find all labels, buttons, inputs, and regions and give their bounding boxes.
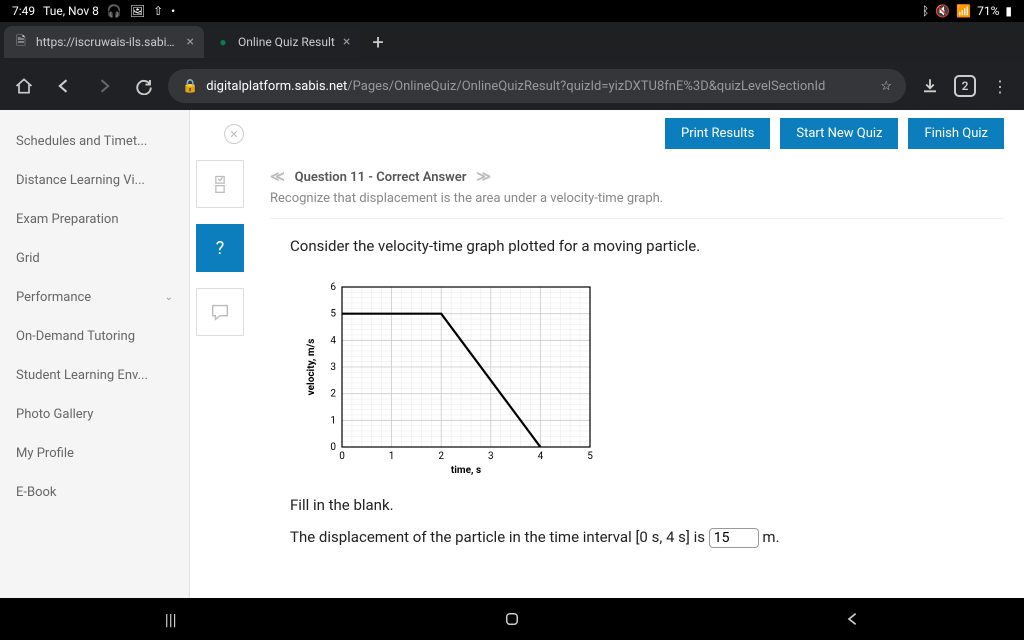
upload-icon: ⇧ (153, 4, 163, 18)
sidebar-item-gallery[interactable]: Photo Gallery (0, 395, 189, 434)
print-results-button[interactable]: Print Results (665, 118, 770, 149)
back-button[interactable] (48, 70, 80, 102)
svg-text:0: 0 (339, 451, 345, 462)
next-question-button[interactable]: ≫ (476, 169, 491, 185)
mute-icon: 🔇 (935, 4, 950, 18)
url-text: digitalplatform.sabis.net/Pages/OnlineQu… (206, 79, 872, 94)
sidebar: Schedules and Timet... Distance Learning… (0, 110, 190, 598)
sidebar-item-sle[interactable]: Student Learning Env... (0, 356, 189, 395)
chevron-down-icon: ⌄ (165, 292, 173, 303)
browser-tab-bar: 🗎 https://iscruwais-ils.sabis.ne × ● Onl… (0, 22, 1024, 62)
globe-icon: ● (216, 35, 230, 49)
question-title: Question 11 - Correct Answer (295, 170, 467, 185)
tabs-count-button[interactable]: 2 (954, 75, 976, 97)
browser-tab[interactable]: 🗎 https://iscruwais-ils.sabis.ne × (4, 26, 204, 58)
star-icon[interactable]: ☆ (880, 79, 892, 94)
battery-pct: 71% (977, 4, 999, 18)
svg-text:3: 3 (488, 451, 494, 462)
svg-text:velocity, m/s: velocity, m/s (306, 339, 317, 396)
close-icon[interactable]: × (187, 34, 194, 50)
bluetooth-icon: ᛒ (922, 4, 929, 18)
sidebar-item-ebook[interactable]: E-Book (0, 473, 189, 512)
sidebar-item-label: Grid (16, 251, 40, 266)
page-content: Schedules and Timet... Distance Learning… (0, 110, 1024, 598)
browser-toolbar: 🔒 digitalplatform.sabis.net/Pages/Online… (0, 62, 1024, 110)
sidebar-item-tutoring[interactable]: On-Demand Tutoring (0, 317, 189, 356)
tab-title: https://iscruwais-ils.sabis.ne (36, 35, 179, 49)
action-buttons: Print Results Start New Quiz Finish Quiz (270, 110, 1004, 157)
sidebar-item-grid[interactable]: Grid (0, 239, 189, 278)
forward-button[interactable] (88, 70, 120, 102)
browser-tab-active[interactable]: ● Online Quiz Result × (206, 26, 360, 58)
question-body: Consider the velocity-time graph plotted… (270, 219, 1004, 580)
svg-text:4: 4 (538, 451, 544, 462)
checklist-button[interactable] (196, 160, 244, 208)
svg-text:2: 2 (438, 451, 444, 462)
system-nav-bar: ||| (0, 598, 1024, 640)
sidebar-item-performance[interactable]: Performance ⌄ (0, 278, 189, 317)
question-header: ≪ Question 11 - Correct Answer ≫ (270, 157, 1004, 191)
dot-icon: • (171, 4, 175, 18)
sidebar-item-label: On-Demand Tutoring (16, 329, 135, 344)
velocity-time-graph: 0 1 2 3 4 5 0 1 2 3 4 5 6 time, s velocity, m/s (300, 277, 600, 477)
svg-text:1: 1 (389, 451, 395, 462)
svg-text:0: 0 (330, 442, 336, 453)
sidebar-item-label: Distance Learning Vi... (16, 173, 145, 188)
svg-text:1: 1 (330, 415, 336, 426)
answer-prefix: The displacement of the particle in the … (290, 528, 709, 546)
home-nav-button[interactable] (472, 610, 552, 628)
tool-rail: ✕ ? (190, 110, 250, 598)
sidebar-item-profile[interactable]: My Profile (0, 434, 189, 473)
status-date: Tue, Nov 8 (43, 4, 99, 18)
battery-icon: ▮ (1005, 4, 1012, 18)
new-tab-button[interactable]: + (362, 30, 393, 54)
status-time: 7:49 (12, 4, 35, 18)
help-button[interactable]: ? (196, 224, 244, 272)
answer-input[interactable] (709, 528, 759, 548)
download-button[interactable] (914, 70, 946, 102)
sidebar-item-distance[interactable]: Distance Learning Vi... (0, 161, 189, 200)
fill-blank-label: Fill in the blank. (290, 496, 984, 514)
url-field[interactable]: 🔒 digitalplatform.sabis.net/Pages/Online… (168, 69, 906, 103)
answer-line: The displacement of the particle in the … (290, 528, 984, 548)
comment-button[interactable] (196, 288, 244, 336)
sidebar-item-label: My Profile (16, 446, 74, 461)
sidebar-item-schedules[interactable]: Schedules and Timet... (0, 122, 189, 161)
sidebar-item-exam[interactable]: Exam Preparation (0, 200, 189, 239)
question-prompt: Consider the velocity-time graph plotted… (290, 237, 984, 255)
svg-text:time, s: time, s (451, 465, 481, 476)
svg-text:4: 4 (330, 335, 336, 346)
home-button[interactable] (8, 70, 40, 102)
prev-question-button[interactable]: ≪ (270, 169, 285, 185)
sidebar-item-label: Student Learning Env... (16, 368, 148, 383)
back-nav-button[interactable] (813, 611, 893, 627)
headphones-icon: 🎧 (107, 4, 122, 18)
svg-text:3: 3 (330, 362, 336, 373)
sidebar-item-label: Exam Preparation (16, 212, 119, 227)
close-panel-button[interactable]: ✕ (224, 124, 244, 144)
lock-icon: 🔒 (182, 79, 198, 94)
wifi-icon: 📶 (956, 4, 971, 18)
status-bar: 7:49 Tue, Nov 8 🎧 🖼 ⇧ • ᛒ 🔇 📶 71% ▮ (0, 0, 1024, 22)
recent-apps-button[interactable]: ||| (131, 610, 211, 629)
image-icon: 🖼 (130, 4, 145, 18)
finish-quiz-button[interactable]: Finish Quiz (908, 118, 1004, 149)
svg-text:5: 5 (330, 309, 336, 320)
svg-text:6: 6 (330, 282, 336, 293)
sidebar-item-label: Performance (16, 290, 91, 305)
sidebar-item-label: Schedules and Timet... (16, 134, 147, 149)
reload-button[interactable] (128, 70, 160, 102)
menu-button[interactable]: ⋮ (984, 70, 1016, 102)
svg-text:5: 5 (587, 451, 593, 462)
tab-title: Online Quiz Result (238, 35, 335, 49)
sidebar-item-label: E-Book (16, 485, 57, 500)
sidebar-item-label: Photo Gallery (16, 407, 93, 422)
file-icon: 🗎 (14, 35, 28, 49)
close-icon[interactable]: × (343, 34, 350, 50)
question-subtitle: Recognize that displacement is the area … (270, 191, 1004, 219)
main-panel: Print Results Start New Quiz Finish Quiz… (250, 110, 1024, 598)
start-new-quiz-button[interactable]: Start New Quiz (780, 118, 898, 149)
answer-suffix: m. (759, 528, 780, 546)
svg-text:2: 2 (330, 389, 336, 400)
